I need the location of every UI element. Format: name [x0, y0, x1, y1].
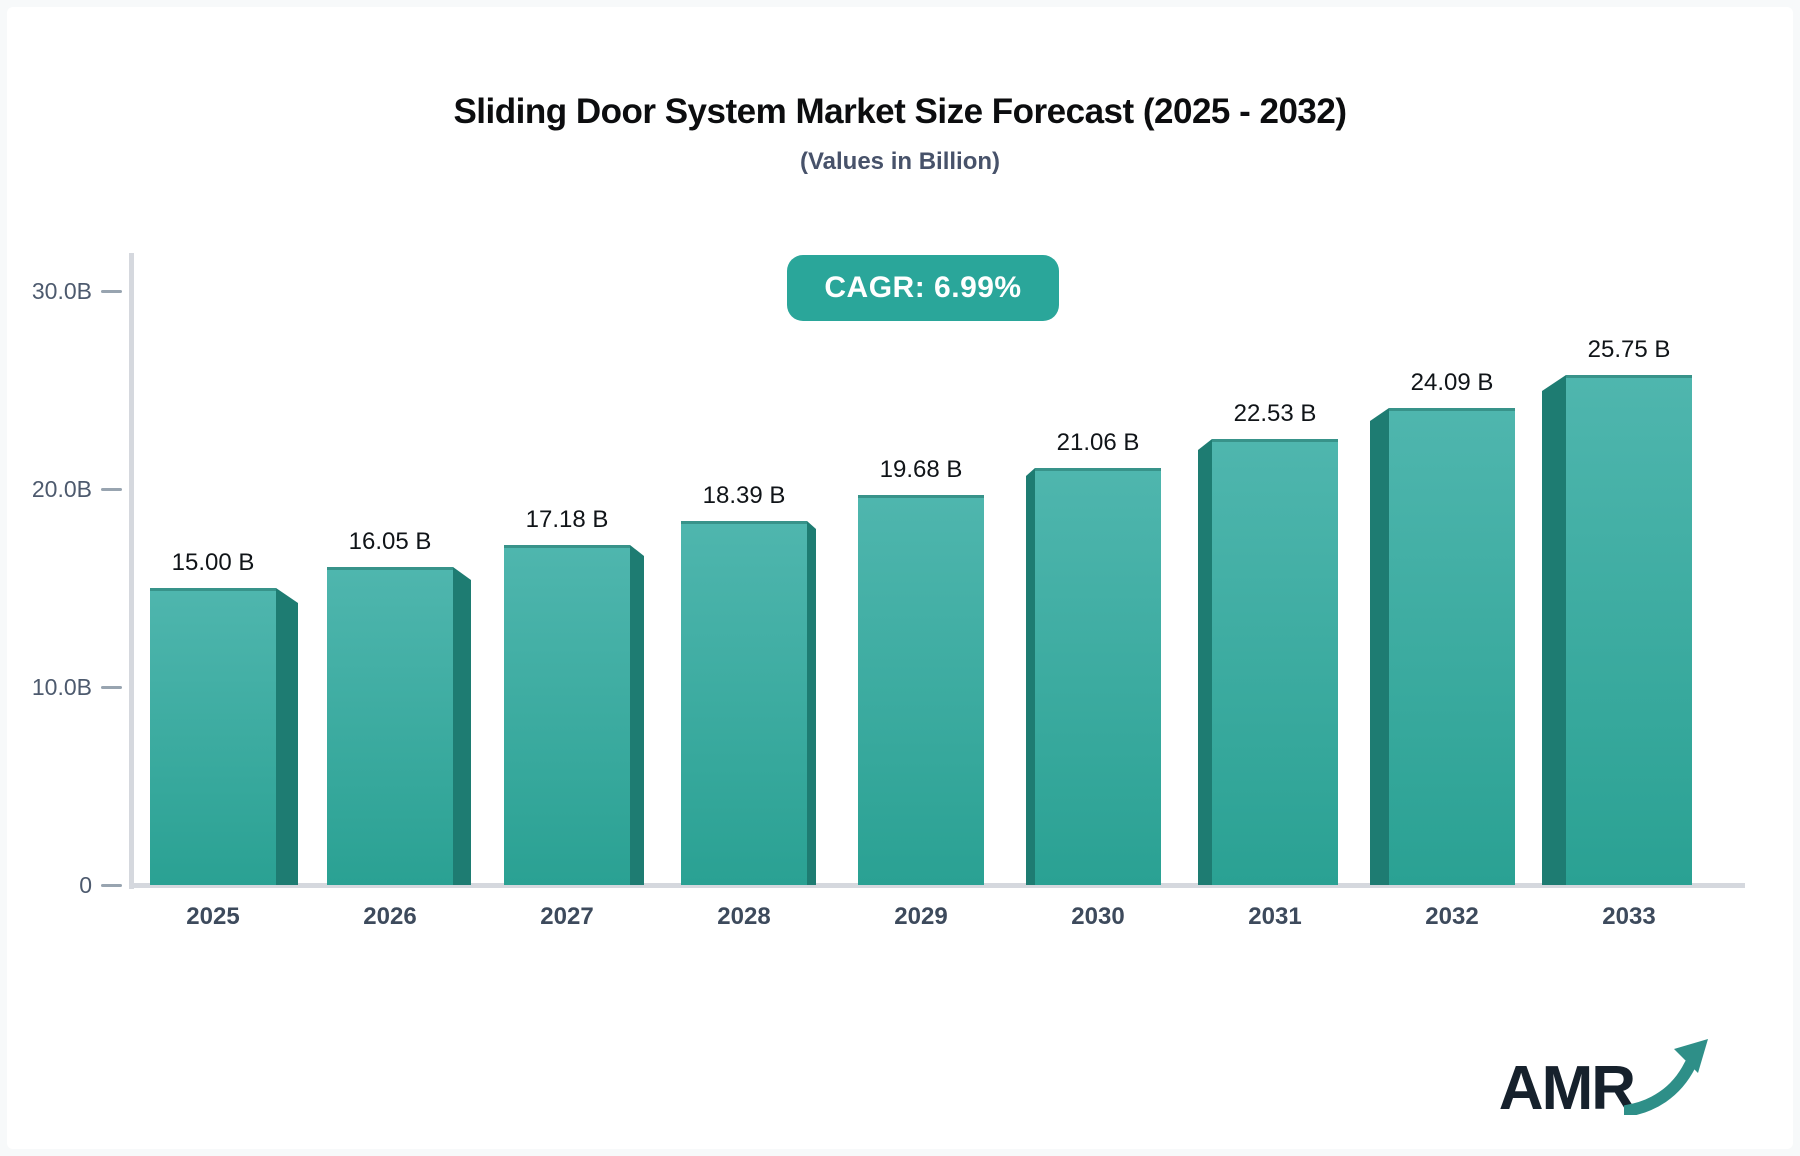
x-axis-baseline — [129, 883, 1745, 888]
bar-3d-side — [276, 588, 298, 885]
trend-arrow-icon — [1620, 1037, 1710, 1120]
bar-value-label: 17.18 B — [525, 506, 609, 533]
y-tick-label: 10.0B — [31, 674, 92, 700]
y-axis-line — [129, 253, 134, 889]
y-tick-mark — [101, 884, 122, 887]
bar-3d-side — [1198, 439, 1212, 885]
amr-logo-text: AMR — [1498, 1054, 1636, 1123]
x-tick-label: 2026 — [363, 903, 417, 930]
bar-3d-side — [807, 521, 816, 885]
bar-value-label: 16.05 B — [348, 528, 432, 555]
y-tick-mark — [101, 488, 122, 491]
bar — [1566, 375, 1692, 885]
x-tick-label: 2025 — [186, 903, 240, 930]
x-tick-label: 2030 — [1071, 903, 1125, 930]
x-tick-label: 2029 — [894, 903, 948, 930]
y-tick-mark — [101, 290, 122, 293]
bar-value-label: 22.53 B — [1233, 400, 1317, 427]
chart-title: Sliding Door System Market Size Forecast… — [453, 92, 1347, 131]
bar-3d-side — [453, 567, 471, 885]
bar — [681, 521, 807, 885]
bar — [327, 567, 453, 885]
y-tick-label: 20.0B — [31, 476, 92, 502]
bar — [858, 495, 984, 885]
bar-value-label: 18.39 B — [702, 482, 786, 509]
x-tick-label: 2033 — [1602, 903, 1656, 930]
x-tick-label: 2027 — [540, 903, 594, 930]
cagr-badge: CAGR: 6.99% — [787, 255, 1059, 321]
amr-logo: AMR — [1498, 1037, 1710, 1124]
bar — [150, 588, 276, 885]
x-tick-label: 2028 — [717, 903, 771, 930]
bar-3d-side — [1542, 375, 1566, 885]
y-tick-label: 30.0B — [31, 278, 92, 304]
bar-3d-side — [1026, 468, 1035, 885]
bar — [1389, 408, 1515, 885]
chart-subtitle: (Values in Billion) — [799, 148, 1001, 175]
y-tick-label: 0 — [79, 872, 92, 898]
bar — [1212, 439, 1338, 885]
bar-value-label: 15.00 B — [171, 549, 255, 576]
bar-value-label: 24.09 B — [1410, 369, 1494, 396]
x-tick-label: 2032 — [1425, 903, 1479, 930]
x-tick-label: 2031 — [1248, 903, 1302, 930]
bar-value-label: 25.75 B — [1587, 336, 1671, 363]
y-tick-mark — [101, 686, 122, 689]
bar-3d-side — [1370, 408, 1389, 885]
bar-value-label: 19.68 B — [879, 456, 963, 483]
bar — [1035, 468, 1161, 885]
bar-value-label: 21.06 B — [1056, 429, 1140, 456]
bar-3d-side — [630, 545, 644, 885]
bar — [504, 545, 630, 885]
